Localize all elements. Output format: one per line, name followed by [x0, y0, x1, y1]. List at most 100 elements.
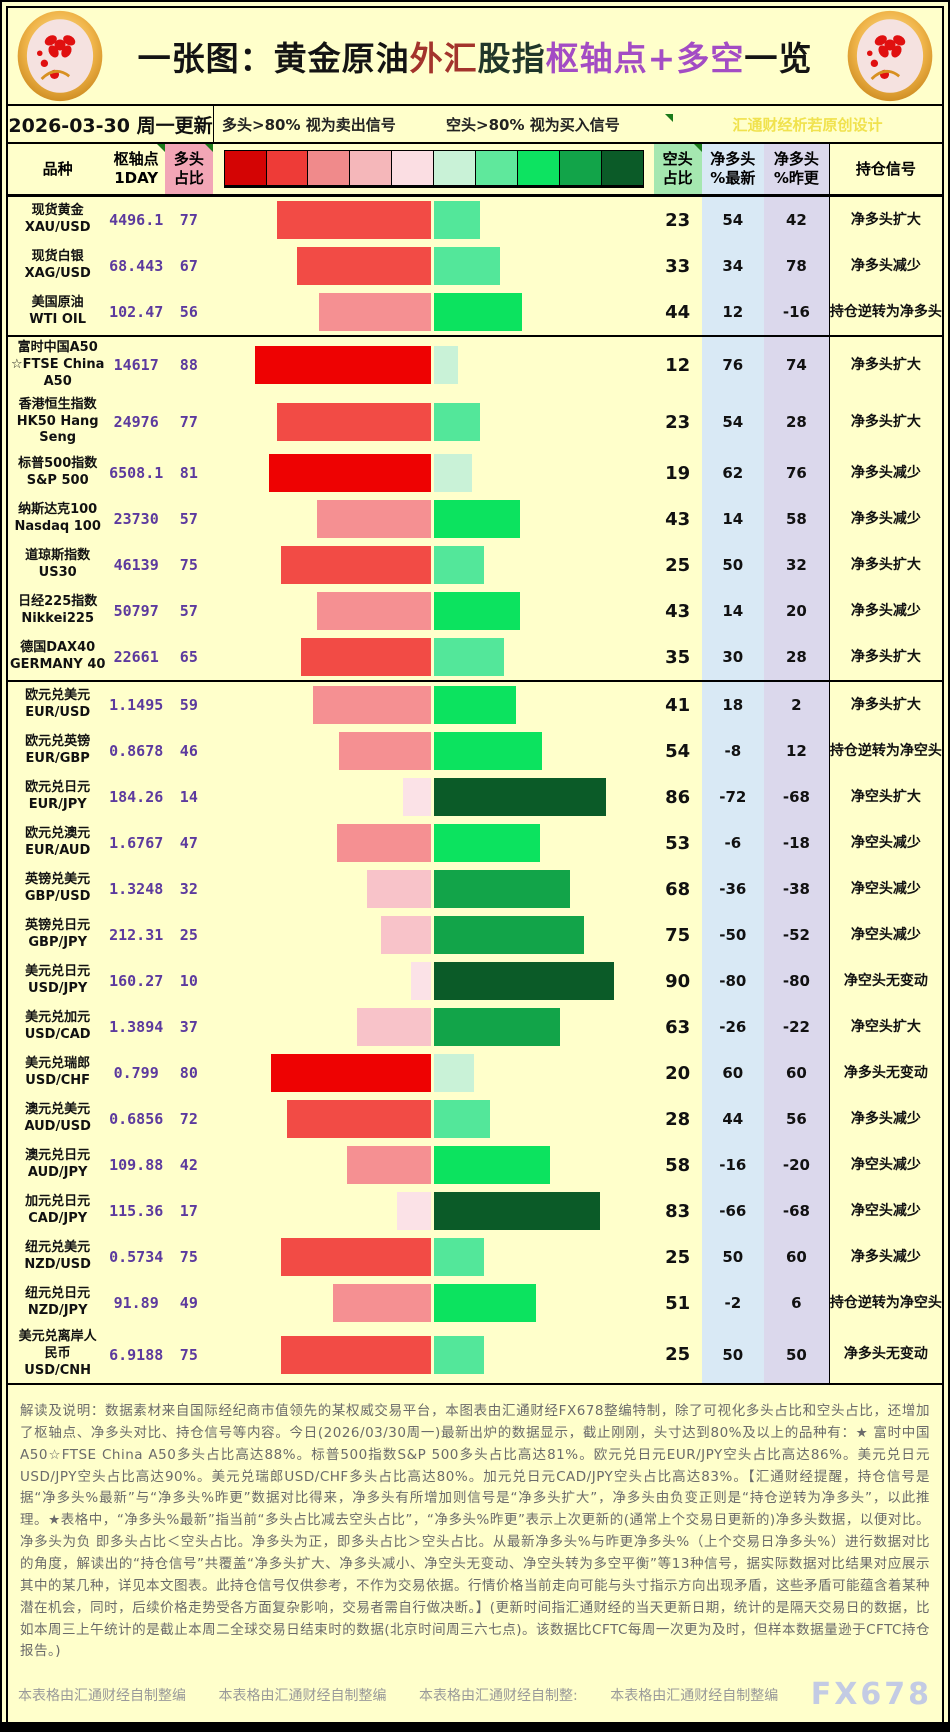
- column-header-net-old: 净多头 %昨更: [764, 144, 829, 194]
- long-pct-value: 10: [179, 972, 198, 991]
- short-pct-value: 86: [665, 786, 691, 808]
- bar-short-segment: [433, 686, 516, 725]
- net-new-value: 54: [701, 197, 765, 243]
- instrument-name: 现货黄金 XAU/USD: [24, 203, 91, 235]
- long-pct-value: 81: [179, 464, 198, 483]
- short-pct-value: 75: [665, 924, 691, 946]
- table-row: 香港恒生指数 HK50 Hang Seng 24976 77 23 54 28 净多头扩大: [8, 393, 942, 451]
- bar-long-segment: [402, 778, 431, 817]
- net-old-value: 50: [764, 1326, 829, 1384]
- instrument-name: 欧元兑英镑 EUR/GBP: [25, 734, 91, 767]
- net-new-value: 14: [701, 496, 765, 543]
- long-pct-value: 25: [179, 926, 198, 945]
- short-pct-value: 90: [665, 970, 691, 992]
- long-pct-value: 17: [179, 1202, 198, 1221]
- pivot-value: 68.443: [109, 257, 164, 275]
- scale-cell: [434, 151, 477, 185]
- bar-short-segment: [433, 1146, 550, 1185]
- instrument-name: 欧元兑日元 EUR/JPY: [25, 780, 91, 813]
- bar-long-segment: [254, 346, 431, 385]
- table-row: 美国原油 WTI OIL 102.47 56 44 12 -16 持仓逆转为净多头: [8, 289, 942, 335]
- bar-long-segment: [346, 1146, 431, 1185]
- signal-value: 净多头无变动: [828, 1326, 942, 1384]
- signal-value: 持仓逆转为净空头: [828, 728, 942, 775]
- table-row: 澳元兑美元 AUD/USD 0.6856 72 28 44 56 净多头减少: [8, 1096, 942, 1143]
- bar-long-segment: [280, 1335, 431, 1374]
- bar-short-segment: [433, 592, 520, 631]
- table-row: 德国DAX40 GERMANY 40 22661 65 35 30 28 净多头扩大: [8, 634, 942, 681]
- short-pct-value: 51: [665, 1292, 691, 1314]
- table-row: 加元兑日元 CAD/JPY 115.36 17 83 -66 -68 净空头减少: [8, 1188, 942, 1235]
- net-old-value: 78: [764, 243, 829, 289]
- long-pct-value: 80: [179, 1064, 198, 1083]
- long-pct-value: 57: [179, 510, 198, 529]
- net-old-value: 6: [764, 1280, 829, 1327]
- notes-block: 解读及说明：数据素材来自国际经纪商市值领先的某权威交易平台，本图表由汇通财经FX…: [6, 1383, 944, 1672]
- signal-value: 净多头减少: [828, 496, 942, 543]
- pivot-value: 1.1495: [109, 696, 164, 715]
- title-segment: 股指: [477, 39, 546, 78]
- table-body: 现货黄金 XAU/USD 4496.1 77 23 54 42 净多头扩大 现货白银 XAG/…: [8, 197, 942, 1384]
- bar-short-segment: [433, 247, 500, 285]
- pivot-value: 50797: [113, 602, 159, 621]
- net-old-value: 28: [764, 634, 829, 681]
- bar-long-segment: [396, 1192, 431, 1231]
- net-old-value: -22: [764, 1004, 829, 1051]
- net-old-value: 74: [764, 337, 829, 394]
- net-old-value: -80: [764, 958, 829, 1005]
- scale-cell: [308, 151, 351, 185]
- long-short-bar: [213, 1234, 654, 1280]
- table-row: 澳元兑日元 AUD/JPY 109.88 42 58 -16 -20 净空头减少: [8, 1142, 942, 1189]
- bar-long-segment: [338, 732, 431, 771]
- bar-long-segment: [276, 403, 431, 441]
- scale-cell: [559, 151, 602, 185]
- long-short-bar: [213, 728, 654, 774]
- long-short-bar: [213, 774, 654, 820]
- pivot-value: 1.3894: [109, 1018, 164, 1037]
- bottom-border-bar: [2, 1722, 948, 1731]
- bar-long-segment: [296, 247, 431, 285]
- short-pct-value: 25: [665, 1344, 691, 1366]
- designer-watermark: 汇通财经析若原创设计: [732, 115, 883, 134]
- long-short-bar: [213, 496, 654, 542]
- bar-short-segment: [433, 1335, 484, 1374]
- bar-long-segment: [316, 592, 431, 631]
- instrument-name: 英镑兑美元 GBP/USD: [24, 872, 91, 905]
- net-old-value: -38: [764, 866, 829, 913]
- pivot-value: 184.26: [109, 788, 164, 807]
- long-short-bar: [213, 820, 654, 866]
- table-row: 标普500指数 S&P 500 6508.1 81 19 62 76 净多头减少: [8, 450, 942, 497]
- long-pct-value: 42: [179, 1156, 198, 1175]
- pivot-value: 1.3248: [109, 880, 164, 899]
- bar-long-segment: [410, 962, 431, 1001]
- positions-table: 品种 枢轴点 1DAY 多头 占比 空头 占比 净多头 %最新 净多头 %昨更 …: [6, 142, 944, 1384]
- bar-short-segment: [433, 546, 484, 585]
- long-short-bar: [213, 1326, 654, 1383]
- signal-value: 持仓逆转为净多头: [828, 289, 942, 335]
- long-pct-value: 88: [179, 356, 198, 375]
- bar-long-segment: [268, 454, 431, 493]
- net-old-value: -20: [764, 1142, 829, 1189]
- instrument-name: 美元兑瑞郎 USD/CHF: [25, 1056, 91, 1089]
- long-short-bar: [213, 912, 654, 958]
- signal-value: 净多头扩大: [828, 337, 942, 394]
- table-row: 日经225指数 Nikkei225 50797 57 43 14 20 净多头减少: [8, 588, 942, 635]
- short-pct-value: 63: [665, 1016, 691, 1038]
- short-pct-value: 19: [665, 462, 691, 484]
- long-short-bar: [213, 197, 654, 243]
- bar-short-segment: [433, 638, 504, 677]
- short-threshold-hint: 空头>80% 视为买入信号: [438, 113, 673, 135]
- page-title: 一张图：黄金原油外汇股指枢轴点+多空一览: [106, 32, 844, 80]
- net-old-value: -16: [764, 289, 829, 335]
- signal-value: 净空头减少: [828, 820, 942, 867]
- bar-long-segment: [318, 293, 431, 331]
- net-old-value: -18: [764, 820, 829, 867]
- net-new-value: 18: [701, 682, 765, 729]
- instrument-name: 德国DAX40 GERMANY 40: [9, 640, 106, 673]
- bar-long-segment: [316, 500, 431, 539]
- column-header-name: 品种: [42, 159, 73, 178]
- table-row: 美元兑瑞郎 USD/CHF 0.799 80 20 60 60 净多头无变动: [8, 1050, 942, 1097]
- long-pct-value: 32: [179, 880, 198, 899]
- long-short-bar: [213, 588, 654, 634]
- bar-long-segment: [332, 1284, 431, 1323]
